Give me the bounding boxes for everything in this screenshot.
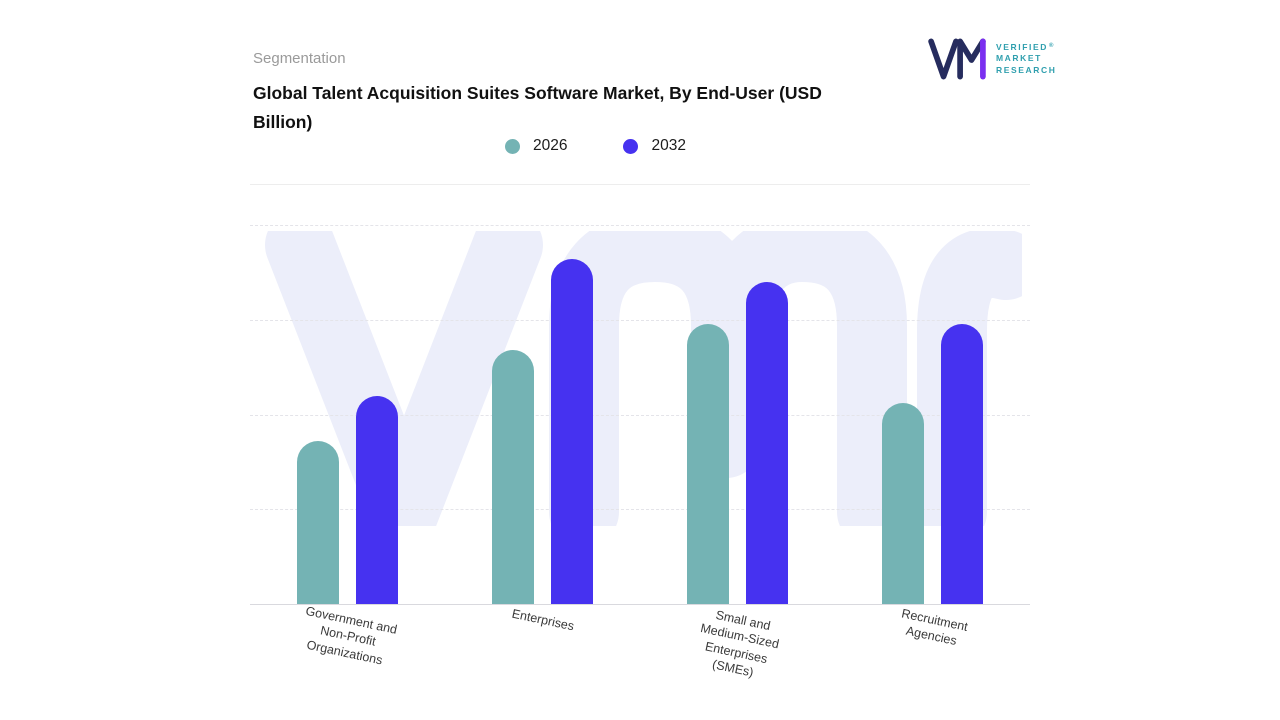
gridline (250, 225, 1030, 226)
gridlines (250, 225, 1030, 604)
wordmark-line-3: RESEARCH (996, 64, 1057, 75)
plot-area: Government and Non-Profit Organizations E… (250, 225, 1030, 679)
registered-mark: ® (1049, 42, 1054, 49)
legend-label-2026: 2026 (533, 137, 568, 154)
category-label: Small and Medium-Sized Enterprises (SMEs… (698, 607, 780, 680)
wordmark-line-1: VERIFIED (996, 42, 1049, 53)
gridline (250, 509, 1030, 511)
legend: 2026 2032 (505, 137, 686, 155)
bar-group: Enterprises (492, 225, 593, 633)
bar-pair (492, 225, 593, 604)
chart-title: Global Talent Acquisition Suites Softwar… (253, 83, 822, 132)
legend-item-2032: 2032 (623, 137, 686, 155)
header-divider (250, 184, 1030, 185)
bar-2032 (551, 259, 593, 604)
vmr-logo: VERIFIED® MARKET RESEARCH (928, 36, 1057, 82)
category-label: Recruitment Agencies (899, 606, 969, 649)
bar-2032 (746, 281, 788, 604)
bar-2032 (941, 323, 983, 604)
bar-group: Government and Non-Profit Organizations (297, 225, 398, 667)
legend-label-2032: 2032 (651, 137, 686, 154)
legend-dot-2026 (505, 138, 520, 154)
vmr-wordmark: VERIFIED® MARKET RESEARCH (996, 42, 1057, 75)
bar-2026 (882, 403, 924, 604)
bar-group: Small and Medium-Sized Enterprises (SMEs… (687, 225, 788, 679)
vmr-logo-mark-icon (928, 38, 986, 80)
bar-pair (882, 225, 983, 604)
bars-row: Government and Non-Profit Organizations E… (250, 225, 1030, 679)
wordmark-line-2: MARKET (996, 53, 1042, 64)
gridline (250, 414, 1030, 416)
bar-2026 (297, 441, 339, 604)
bar-2026 (687, 323, 729, 604)
eyebrow-segmentation: Segmentation (253, 50, 346, 67)
bar-group: Recruitment Agencies (882, 225, 983, 648)
gridline (250, 319, 1030, 321)
bar-2026 (492, 350, 534, 604)
bar-pair (687, 225, 788, 604)
legend-item-2026: 2026 (505, 137, 567, 155)
category-label: Government and Non-Profit Organizations (303, 603, 398, 668)
legend-dot-2032 (623, 138, 639, 154)
bar-2032 (356, 395, 398, 604)
bar-pair (297, 225, 398, 604)
